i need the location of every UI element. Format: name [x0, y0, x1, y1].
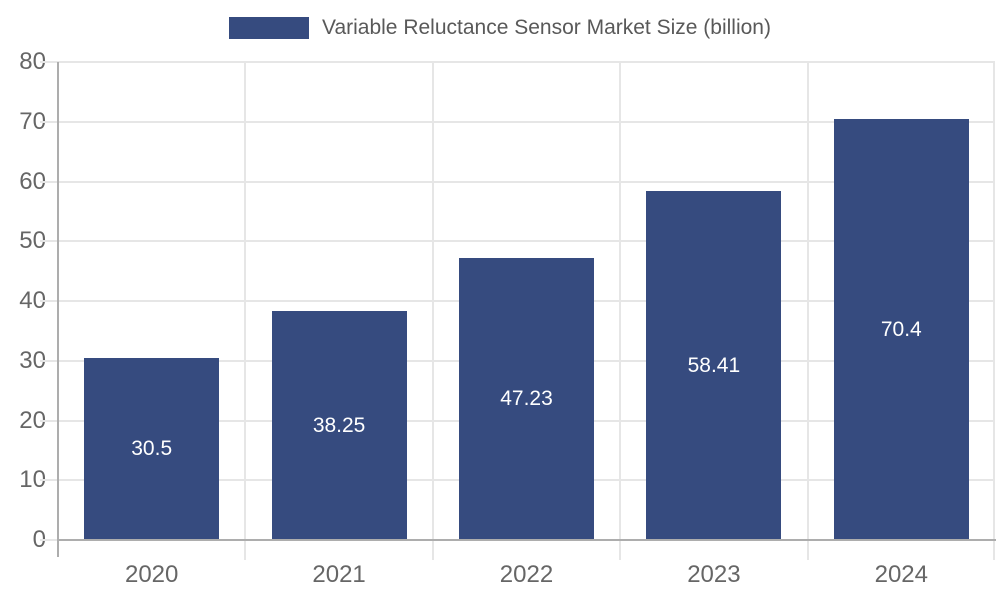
x-tick-label: 2023: [687, 561, 741, 588]
bar-2024: [833, 119, 969, 540]
x-gridline: [806, 62, 809, 540]
x-tick-label: 2021: [312, 561, 366, 588]
x-gridline: [431, 62, 434, 540]
y-tick-mark: [40, 240, 58, 243]
bar-2020: [84, 357, 220, 540]
legend: Variable Reluctance Sensor Market Size (…: [0, 15, 1000, 40]
bar-2022: [459, 257, 594, 540]
y-gridline: [58, 61, 995, 63]
plot-area: 0 10 20 30 40 50 60 70 80 30.5 38.25 47.23 58.41 70.4…: [19, 50, 996, 587]
y-axis-line: [57, 62, 59, 557]
y-gridline: [58, 120, 995, 123]
legend-label: Variable Reluctance Sensor Market Size (…: [322, 16, 771, 39]
bar-2021: [271, 311, 407, 540]
x-gridline: [244, 62, 247, 540]
x-tick-label: 2022: [499, 561, 554, 588]
x-gridline: [619, 62, 622, 540]
legend-swatch: [229, 16, 309, 39]
x-tick-mark: [619, 540, 622, 560]
y-tick-label: 0: [32, 526, 46, 553]
bar-value-label: 70.4: [880, 317, 922, 341]
y-tick-mark: [40, 180, 58, 183]
bar-2023: [646, 191, 782, 540]
plot-border-right: [993, 62, 995, 560]
bar-value-label: 30.5: [131, 436, 173, 460]
y-tick-mark: [40, 61, 58, 63]
y-tick-mark: [40, 539, 58, 541]
y-tick-mark: [40, 359, 58, 362]
x-tick-label: 2020: [124, 561, 179, 588]
y-tick-mark: [40, 300, 58, 302]
y-tick-mark: [40, 479, 58, 482]
x-axis-line: [57, 539, 996, 541]
x-tick-mark: [431, 540, 434, 560]
bar-value-label: 47.23: [500, 386, 553, 410]
y-gridline: [58, 180, 995, 183]
bar-value-label: 58.41: [687, 353, 741, 377]
y-tick-mark: [40, 419, 58, 422]
x-tick-mark: [244, 540, 247, 560]
bar-value-label: 38.25: [312, 413, 366, 437]
y-gridline: [58, 240, 995, 243]
y-tick-mark: [40, 120, 58, 123]
x-tick-label: 2024: [874, 561, 928, 588]
x-tick-mark: [806, 540, 809, 560]
